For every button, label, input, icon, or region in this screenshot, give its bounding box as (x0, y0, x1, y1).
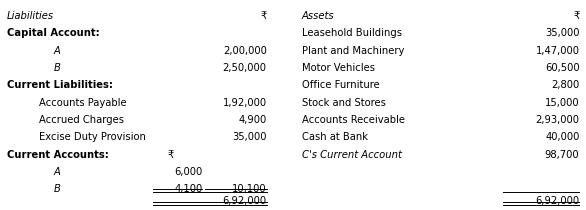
Text: 6,92,000: 6,92,000 (536, 196, 580, 206)
Text: ₹: ₹ (573, 11, 580, 21)
Text: 2,00,000: 2,00,000 (223, 46, 267, 56)
Text: 98,700: 98,700 (545, 150, 580, 160)
Text: Plant and Machinery: Plant and Machinery (302, 46, 404, 56)
Text: 2,93,000: 2,93,000 (536, 115, 580, 125)
Text: 15,000: 15,000 (545, 98, 580, 108)
Text: Cash at Bank: Cash at Bank (302, 132, 368, 142)
Text: Current Liabilities:: Current Liabilities: (6, 80, 113, 90)
Text: ₹: ₹ (260, 11, 267, 21)
Text: 10,100: 10,100 (232, 184, 267, 194)
Text: A: A (53, 46, 60, 56)
Text: Assets: Assets (302, 11, 335, 21)
Text: A: A (53, 167, 60, 177)
Text: 1,47,000: 1,47,000 (536, 46, 580, 56)
Text: Accounts Receivable: Accounts Receivable (302, 115, 405, 125)
Text: Current Accounts:: Current Accounts: (6, 150, 108, 160)
Text: B: B (53, 63, 60, 73)
Text: 2,800: 2,800 (551, 80, 580, 90)
Text: Motor Vehicles: Motor Vehicles (302, 63, 375, 73)
Text: Liabilities: Liabilities (6, 11, 54, 21)
Text: Leasehold Buildings: Leasehold Buildings (302, 28, 402, 38)
Text: Capital Account:: Capital Account: (6, 28, 99, 38)
Text: 1,92,000: 1,92,000 (223, 98, 267, 108)
Text: B: B (53, 184, 60, 194)
Text: 6,92,000: 6,92,000 (223, 196, 267, 206)
Text: Office Furniture: Office Furniture (302, 80, 380, 90)
Text: 6,000: 6,000 (174, 167, 202, 177)
Text: Excise Duty Provision: Excise Duty Provision (39, 132, 145, 142)
Text: 4,900: 4,900 (239, 115, 267, 125)
Text: ₹: ₹ (168, 150, 173, 160)
Text: 35,000: 35,000 (232, 132, 267, 142)
Text: 40,000: 40,000 (545, 132, 580, 142)
Text: 4,100: 4,100 (174, 184, 202, 194)
Text: Accounts Payable: Accounts Payable (39, 98, 127, 108)
Text: 60,500: 60,500 (545, 63, 580, 73)
Text: 35,000: 35,000 (545, 28, 580, 38)
Text: 2,50,000: 2,50,000 (223, 63, 267, 73)
Text: Stock and Stores: Stock and Stores (302, 98, 386, 108)
Text: Accrued Charges: Accrued Charges (39, 115, 124, 125)
Text: C's Current Account: C's Current Account (302, 150, 401, 160)
